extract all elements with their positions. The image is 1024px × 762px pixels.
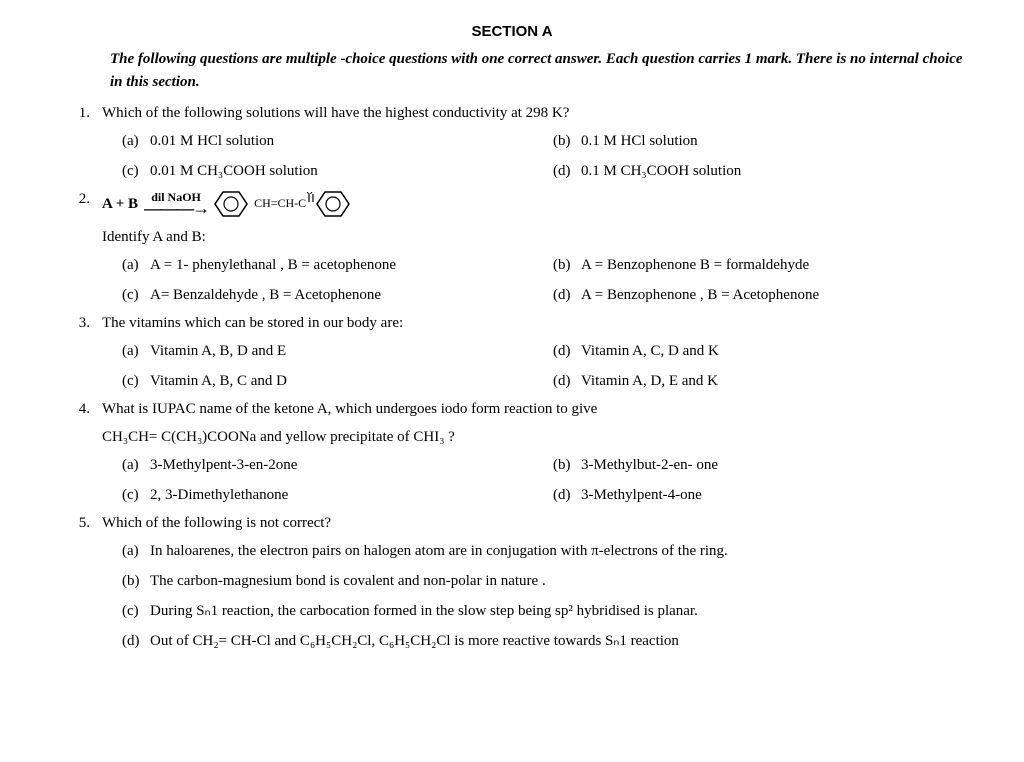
- option-label: (d): [553, 483, 581, 507]
- reaction-mid: CH=CH-C: [254, 194, 306, 213]
- option-label: (c): [122, 159, 150, 183]
- option-d: (d)A = Benzophenone , B = Acetophenone: [553, 283, 964, 307]
- section-title: SECTION A: [60, 20, 964, 44]
- option-c: (c)During Sₙ1 reaction, the carbocation …: [122, 599, 964, 623]
- question-text: Which of the following solutions will ha…: [102, 101, 964, 125]
- option-text: A = 1- phenylethanal , B = acetophenone: [150, 253, 396, 277]
- option-text: In haloarenes, the electron pairs on hal…: [150, 539, 728, 563]
- svg-text:O: O: [306, 192, 313, 196]
- benzene-ring-icon: [316, 189, 350, 219]
- option-b: (b)3-Methylbut-2-en- one: [553, 453, 964, 477]
- option-d: (d)3-Methylpent-4-one: [553, 483, 964, 507]
- question-4: 4. What is IUPAC name of the ketone A, w…: [60, 397, 964, 507]
- option-text: The carbon-magnesium bond is covalent an…: [150, 569, 546, 593]
- option-label: (a): [122, 253, 150, 277]
- question-2: 2. A + B dil NaOH ———→ CH=CH-C O Iden: [60, 187, 964, 307]
- benzene-ring-icon: [214, 189, 248, 219]
- option-b: (b)0.1 M HCl solution: [553, 129, 964, 153]
- option-label: (c): [122, 483, 150, 507]
- option-text: Vitamin A, B, D and E: [150, 339, 286, 363]
- option-c: (c)0.01 M CH₃COOH solution: [122, 159, 533, 183]
- question-text: The vitamins which can be stored in our …: [102, 311, 964, 335]
- option-label: (c): [122, 599, 150, 623]
- question-text-2: CH₃CH= C(CH₃)COONa and yellow precipitat…: [102, 425, 964, 449]
- question-subtext: Identify A and B:: [102, 225, 964, 249]
- reaction-scheme: A + B dil NaOH ———→ CH=CH-C O: [102, 189, 964, 219]
- option-label: (b): [553, 453, 581, 477]
- option-label: (c): [122, 283, 150, 307]
- question-number: 1.: [60, 101, 102, 183]
- option-text: 0.1 M CH₃COOH solution: [581, 159, 741, 183]
- instructions: The following questions are multiple -ch…: [110, 48, 964, 93]
- option-text: 0.01 M HCl solution: [150, 129, 274, 153]
- question-number: 2.: [60, 187, 102, 307]
- option-text: A = Benzophenone , B = Acetophenone: [581, 283, 819, 307]
- option-text: Out of CH₂= CH-Cl and C₆H₅CH₂Cl, C₆H₅CH₂…: [150, 629, 679, 653]
- question-5: 5. Which of the following is not correct…: [60, 511, 964, 659]
- option-label: (a): [122, 129, 150, 153]
- question-3: 3. The vitamins which can be stored in o…: [60, 311, 964, 393]
- question-number: 4.: [60, 397, 102, 507]
- option-a: (a)0.01 M HCl solution: [122, 129, 533, 153]
- question-number: 3.: [60, 311, 102, 393]
- option-a: (a)3-Methylpent-3-en-2one: [122, 453, 533, 477]
- option-text: Vitamin A, D, E and K: [581, 369, 718, 393]
- option-label: (c): [122, 369, 150, 393]
- option-text: 3-Methylpent-4-one: [581, 483, 702, 507]
- option-c: (c)2, 3-Dimethylethanone: [122, 483, 533, 507]
- option-text: 2, 3-Dimethylethanone: [150, 483, 288, 507]
- reaction-lhs: A + B: [102, 192, 138, 216]
- option-label: (a): [122, 539, 150, 563]
- option-label: (d): [122, 629, 150, 653]
- option-text: During Sₙ1 reaction, the carbocation for…: [150, 599, 698, 623]
- option-d: (d)0.1 M CH₃COOH solution: [553, 159, 964, 183]
- option-label: (d): [553, 339, 581, 363]
- option-text: 3-Methylbut-2-en- one: [581, 453, 718, 477]
- option-label: (d): [553, 369, 581, 393]
- option-label: (b): [122, 569, 150, 593]
- option-b: (b)The carbon-magnesium bond is covalent…: [122, 569, 964, 593]
- question-number: 5.: [60, 511, 102, 659]
- option-a: (a)In haloarenes, the electron pairs on …: [122, 539, 964, 563]
- option-label: (d): [553, 159, 581, 183]
- option-a: (a)A = 1- phenylethanal , B = acetopheno…: [122, 253, 533, 277]
- option-text: Vitamin A, B, C and D: [150, 369, 287, 393]
- question-text: Which of the following is not correct?: [102, 511, 964, 535]
- option-d: (d)Out of CH₂= CH-Cl and C₆H₅CH₂Cl, C₆H₅…: [122, 629, 964, 653]
- question-text: What is IUPAC name of the ketone A, whic…: [102, 397, 964, 421]
- option-text: A= Benzaldehyde , B = Acetophenone: [150, 283, 381, 307]
- option-text: 0.01 M CH₃COOH solution: [150, 159, 318, 183]
- option-d1: (d)Vitamin A, C, D and K: [553, 339, 964, 363]
- option-label: (b): [553, 129, 581, 153]
- option-label: (a): [122, 453, 150, 477]
- option-label: (a): [122, 339, 150, 363]
- option-c: (c)A= Benzaldehyde , B = Acetophenone: [122, 283, 533, 307]
- option-text: 3-Methylpent-3-en-2one: [150, 453, 297, 477]
- option-d2: (d)Vitamin A, D, E and K: [553, 369, 964, 393]
- question-1: 1. Which of the following solutions will…: [60, 101, 964, 183]
- option-c: (c)Vitamin A, B, C and D: [122, 369, 533, 393]
- option-a: (a)Vitamin A, B, D and E: [122, 339, 533, 363]
- option-text: Vitamin A, C, D and K: [581, 339, 719, 363]
- carbonyl-icon: O: [306, 192, 316, 216]
- option-label: (b): [553, 253, 581, 277]
- option-text: A = Benzophenone B = formaldehyde: [581, 253, 809, 277]
- option-label: (d): [553, 283, 581, 307]
- option-text: 0.1 M HCl solution: [581, 129, 698, 153]
- reaction-arrow: dil NaOH ———→: [144, 191, 208, 217]
- option-b: (b)A = Benzophenone B = formaldehyde: [553, 253, 964, 277]
